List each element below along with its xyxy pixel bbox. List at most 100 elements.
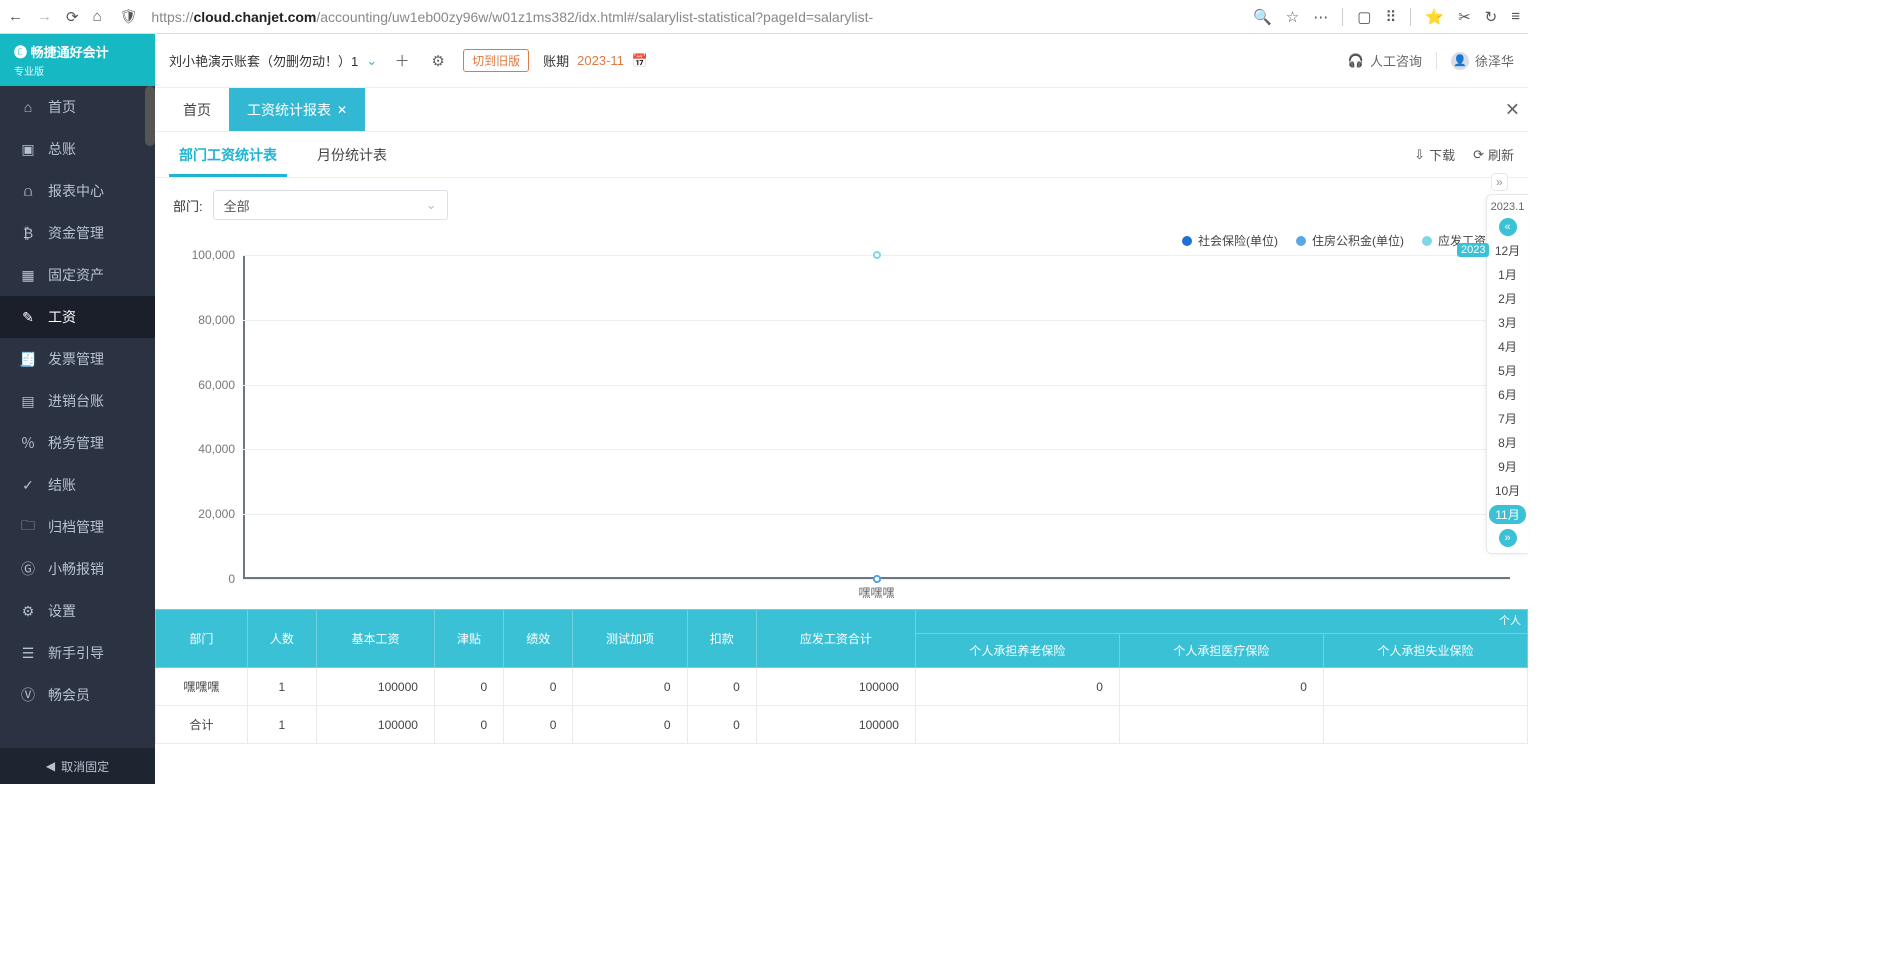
sidebar-icon: Ⓥ	[20, 687, 36, 703]
month-rail-expand-down[interactable]: »	[1499, 529, 1517, 547]
user-name: 徐泽华	[1475, 51, 1514, 70]
sidebar-item-0[interactable]: ⌂首页	[0, 86, 155, 128]
add-account-button[interactable]: ＋	[391, 50, 413, 72]
month-rail-item[interactable]: 4月	[1498, 337, 1517, 356]
cell-allow: 0	[434, 668, 503, 706]
reload-icon[interactable]: ⟳	[66, 8, 79, 26]
more-icon[interactable]: ⋯	[1313, 8, 1328, 26]
bookmark-star-icon[interactable]: ⭐	[1425, 8, 1444, 26]
sidebar-icon: ₿	[20, 225, 36, 241]
month-rail-item[interactable]: 10月	[1495, 481, 1520, 500]
chart-data-point[interactable]	[873, 575, 881, 583]
filter-row: 部门: 全部 ⌄	[155, 178, 1528, 232]
switch-old-version-button[interactable]: 切到旧版	[463, 49, 529, 72]
month-rail-item[interactable]: 2月	[1498, 289, 1517, 308]
sidebar-item-1[interactable]: ▣总账	[0, 128, 155, 170]
cell-p3	[1323, 706, 1527, 744]
main: 刘小艳演示账套（勿删勿动！）1 ⌄ ＋ ⚙ 切到旧版 账期 2023-11 📅 …	[155, 34, 1528, 784]
month-rail-item[interactable]: 6月	[1498, 385, 1517, 404]
subtab-department[interactable]: 部门工资统计表	[169, 132, 287, 177]
url-bar[interactable]: https://cloud.chanjet.com/accounting/uw1…	[151, 9, 1239, 25]
month-rail-item[interactable]: 11月	[1489, 505, 1525, 524]
close-panel-icon[interactable]: ✕	[1505, 99, 1520, 120]
month-rail-collapse-icon[interactable]: »	[1491, 173, 1508, 191]
download-button[interactable]: ⇩ 下载	[1414, 145, 1455, 164]
sidebar-item-label: 设置	[48, 601, 76, 621]
month-rail-item[interactable]: 8月	[1498, 433, 1517, 452]
sidebar-unpin-label: 取消固定	[61, 758, 109, 775]
period-value[interactable]: 2023-11	[577, 53, 624, 68]
menu-icon[interactable]: ≡	[1511, 8, 1520, 26]
sidebar-scrollbar[interactable]	[145, 86, 155, 146]
subtabs: 部门工资统计表 月份统计表 ⇩ 下载 ⟳ 刷新	[155, 132, 1528, 178]
chart-data-point[interactable]	[873, 251, 881, 259]
tab-home[interactable]: 首页	[165, 88, 229, 131]
month-rail-item[interactable]: 12月	[1495, 241, 1520, 260]
sidebar-item-12[interactable]: ⚙ 设置	[0, 590, 155, 632]
customer-service[interactable]: 🎧 人工咨询	[1348, 51, 1422, 70]
separator	[1410, 8, 1411, 26]
sidebar-item-9[interactable]: ✓结账	[0, 464, 155, 506]
legend-label: 住房公积金(单位)	[1312, 232, 1404, 249]
month-rail-item[interactable]: 3月	[1498, 313, 1517, 332]
sidebar-unpin[interactable]: ◀取消固定	[0, 748, 155, 784]
cut-icon[interactable]: ✂	[1458, 8, 1471, 26]
sidebar-item-6[interactable]: 🧾发票管理	[0, 338, 155, 380]
month-rail-item[interactable]: 7月	[1498, 409, 1517, 428]
legend-item[interactable]: 住房公积金(单位)	[1296, 232, 1404, 249]
sidebar-icon: ⚙	[20, 603, 36, 619]
sidebar-item-2[interactable]: ⩍报表中心	[0, 170, 155, 212]
legend-dot-icon	[1296, 236, 1306, 246]
forward-icon[interactable]: →	[37, 8, 52, 26]
accounting-period: 账期 2023-11 📅	[543, 51, 648, 70]
sidebar-item-8[interactable]: ％税务管理	[0, 422, 155, 464]
user-menu[interactable]: 👤 徐泽华	[1451, 51, 1514, 70]
star-icon[interactable]: ☆	[1286, 8, 1299, 26]
shield-icon[interactable]: 🛡	[120, 8, 138, 25]
logo-text: 🅒 畅捷通好会计	[14, 42, 155, 61]
undo-icon[interactable]: ↻	[1485, 8, 1498, 26]
calendar-icon[interactable]: 📅	[632, 53, 648, 69]
apps-icon[interactable]: ⠿	[1385, 8, 1396, 26]
sidebar-item-label: 资金管理	[48, 223, 104, 243]
sidebar-item-3[interactable]: ₿ 资金管理	[0, 212, 155, 254]
sidebar-item-14[interactable]: Ⓥ畅会员	[0, 674, 155, 716]
sidebar-item-11[interactable]: Ⓖ小畅报销	[0, 548, 155, 590]
home-icon[interactable]: ⌂	[93, 8, 102, 26]
month-rail-item[interactable]: 5月	[1498, 361, 1517, 380]
month-rail-item[interactable]: 1月	[1498, 265, 1517, 284]
sidebar-item-4[interactable]: ▦固定资产	[0, 254, 155, 296]
back-icon[interactable]: ←	[8, 8, 23, 26]
cell-p2	[1119, 706, 1323, 744]
sidebar-items: ⌂首页▣总账⩍报表中心₿资金管理▦固定资产✎工资🧾发票管理▤进销台账％税务管理✓…	[0, 86, 155, 748]
month-rail: » 2023 2023.1 « 12月1月2月3月4月5月6月7月8月9月10月…	[1486, 194, 1528, 554]
zoom-icon[interactable]: 🔍	[1253, 8, 1272, 26]
sidebar-item-13[interactable]: ☰新手引导	[0, 632, 155, 674]
month-rail-expand-up[interactable]: «	[1499, 218, 1517, 236]
url-prefix: https://	[151, 9, 193, 25]
logo[interactable]: 🅒 畅捷通好会计 专业版	[0, 34, 155, 86]
sidebar-item-label: 首页	[48, 97, 76, 117]
account-selector[interactable]: 刘小艳演示账套（勿删勿动！）1 ⌄	[169, 51, 377, 70]
refresh-button[interactable]: ⟳ 刷新	[1473, 145, 1514, 164]
sidebar-icon: 🧾	[20, 351, 36, 367]
legend-item[interactable]: 社会保险(单位)	[1182, 232, 1278, 249]
sidebar-item-7[interactable]: ▤进销台账	[0, 380, 155, 422]
sidebar-icon: ％	[20, 435, 36, 451]
sidebar-item-10[interactable]: 🗀归档管理	[0, 506, 155, 548]
tab-salary-report[interactable]: 工资统计报表 ✕	[229, 88, 365, 131]
department-select[interactable]: 全部 ⌄	[213, 190, 448, 220]
close-tab-icon[interactable]: ✕	[337, 103, 347, 117]
cell-deduct: 0	[687, 706, 756, 744]
url-host: cloud.chanjet.com	[193, 9, 316, 25]
chart-gridline	[243, 449, 1510, 450]
settings-icon[interactable]: ⚙	[427, 50, 449, 72]
month-rail-item[interactable]: 9月	[1498, 457, 1517, 476]
sidebar-item-5[interactable]: ✎工资	[0, 296, 155, 338]
sidebar-icon: ✓	[20, 477, 36, 493]
salary-table: 部门人数基本工资津贴绩效测试加项扣款应发工资合计个人个人承担养老保险个人承担医疗…	[155, 609, 1528, 744]
subtab-month[interactable]: 月份统计表	[307, 132, 397, 177]
sidebar-icon: Ⓖ	[20, 561, 36, 577]
chevron-down-icon: ⌄	[426, 197, 437, 213]
pocket-icon[interactable]: ▢	[1357, 8, 1371, 26]
